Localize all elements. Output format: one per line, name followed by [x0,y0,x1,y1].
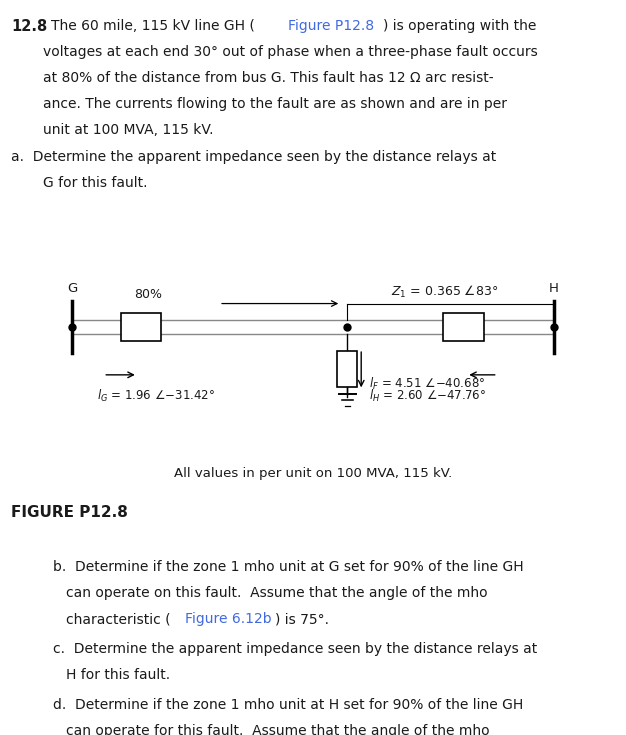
Text: characteristic (: characteristic ( [66,612,170,626]
Text: can operate on this fault.  Assume that the angle of the mho: can operate on this fault. Assume that t… [66,587,488,600]
Bar [337,351,357,387]
Text: ) is 75°.: ) is 75°. [275,612,329,626]
Bar [120,313,162,341]
Text: The 60 mile, 115 kV line GH (: The 60 mile, 115 kV line GH ( [51,19,255,33]
Text: Figure 6.12b: Figure 6.12b [185,612,272,626]
Text: G for this fault.: G for this fault. [43,176,147,190]
Text: b.  Determine if the zone 1 mho unit at G set for 90% of the line GH: b. Determine if the zone 1 mho unit at G… [53,560,524,574]
Bar [443,313,484,341]
Text: at 80% of the distance from bus G. This fault has 12 Ω arc resist-: at 80% of the distance from bus G. This … [43,71,493,85]
Text: H: H [549,282,559,295]
Text: voltages at each end 30° out of phase when a three-phase fault occurs: voltages at each end 30° out of phase wh… [43,46,537,60]
Text: a.  Determine the apparent impedance seen by the distance relays at: a. Determine the apparent impedance seen… [11,149,496,164]
Text: $\it{l}_H$ = 2.60 $\angle$$-$47.76°: $\it{l}_H$ = 2.60 $\angle$$-$47.76° [369,388,486,404]
Text: $\it{l}_G$ = 1.96 $\angle$$-$31.42°: $\it{l}_G$ = 1.96 $\angle$$-$31.42° [97,388,215,404]
Text: $Z_1$ = 0.365 $\angle$83°: $Z_1$ = 0.365 $\angle$83° [391,284,498,300]
Text: Figure P12.8: Figure P12.8 [288,19,374,33]
Text: ance. The currents flowing to the fault are as shown and are in per: ance. The currents flowing to the fault … [43,97,506,112]
Text: All values in per unit on 100 MVA, 115 kV.: All values in per unit on 100 MVA, 115 k… [174,467,452,480]
Text: unit at 100 MVA, 115 kV.: unit at 100 MVA, 115 kV. [43,123,213,137]
Text: $\it{l}_F$ = 4.51 $\angle$$-$40.68°: $\it{l}_F$ = 4.51 $\angle$$-$40.68° [369,376,486,392]
Text: 80%: 80% [135,288,163,301]
Text: c.  Determine the apparent impedance seen by the distance relays at: c. Determine the apparent impedance seen… [53,642,538,656]
Text: d.  Determine if the zone 1 mho unit at H set for 90% of the line GH: d. Determine if the zone 1 mho unit at H… [53,698,523,712]
Text: can operate for this fault.  Assume that the angle of the mho: can operate for this fault. Assume that … [66,725,490,735]
Text: G: G [67,282,77,295]
Text: FIGURE P12.8: FIGURE P12.8 [11,505,128,520]
Text: H for this fault.: H for this fault. [66,668,170,682]
Text: 12.8: 12.8 [11,19,48,34]
Text: ) is operating with the: ) is operating with the [383,19,536,33]
